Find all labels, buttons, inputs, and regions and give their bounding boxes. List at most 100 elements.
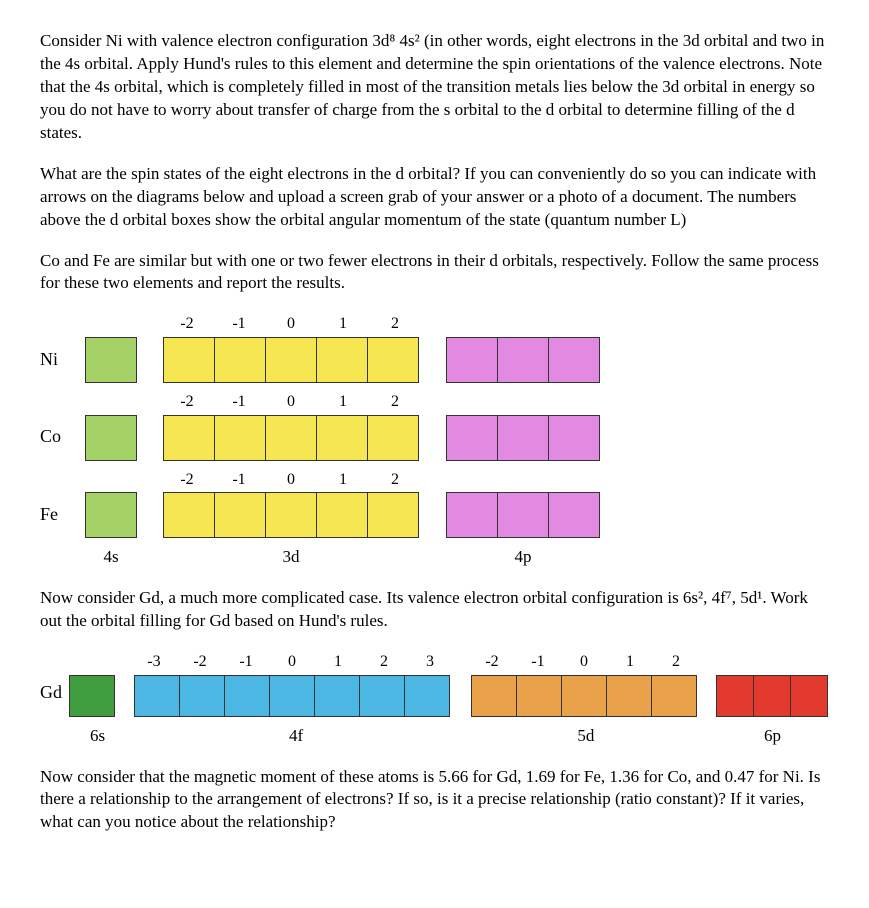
element-label: Co xyxy=(40,424,85,460)
orbital-box xyxy=(69,675,115,717)
orbital-box xyxy=(716,675,754,717)
orbital-diagram-block-1: Ni -2 -1 0 1 2 xyxy=(40,313,829,569)
orbital-box xyxy=(367,415,419,461)
orbital-box xyxy=(214,415,266,461)
orbital-box xyxy=(214,492,266,538)
momentum-label: -2 xyxy=(161,313,213,335)
orbital-3d: -2 -1 0 1 2 xyxy=(161,469,421,539)
paragraph-gd: Now consider Gd, a much more complicated… xyxy=(40,587,829,633)
orbital-box xyxy=(359,675,405,717)
orbital-4s xyxy=(85,391,137,461)
orbital-diagram-block-gd: Gd -3 -2 -1 0 1 2 3 xyxy=(40,651,829,748)
momentum-label: 0 xyxy=(561,651,607,673)
orbital-box xyxy=(497,337,549,383)
momentum-label: 2 xyxy=(653,651,699,673)
shell-label-4p: 4p xyxy=(445,546,601,569)
orbital-box xyxy=(269,675,315,717)
orbital-4s xyxy=(85,469,137,539)
momentum-label: 1 xyxy=(317,313,369,335)
momentum-label: 0 xyxy=(265,469,317,491)
orbital-box xyxy=(214,337,266,383)
orbital-box xyxy=(134,675,180,717)
orbital-4f: -3 -2 -1 0 1 2 3 xyxy=(131,651,453,717)
momentum-label: -1 xyxy=(213,391,265,413)
momentum-label: 2 xyxy=(361,651,407,673)
momentum-label: 0 xyxy=(265,313,317,335)
orbital-row-gd: Gd -3 -2 -1 0 1 2 3 xyxy=(40,651,829,717)
orbital-box xyxy=(548,415,600,461)
orbital-4p xyxy=(445,391,601,461)
orbital-box xyxy=(224,675,270,717)
element-label: Fe xyxy=(40,502,85,538)
orbital-3d: -2 -1 0 1 2 xyxy=(161,313,421,383)
orbital-5d: -2 -1 0 1 2 xyxy=(469,651,699,717)
momentum-label: 0 xyxy=(269,651,315,673)
orbital-row-co: Co -2 -1 0 1 2 xyxy=(40,391,829,461)
momentum-label: -1 xyxy=(213,313,265,335)
paragraph-intro-2: What are the spin states of the eight el… xyxy=(40,163,829,232)
momentum-label: -1 xyxy=(515,651,561,673)
orbital-4p xyxy=(445,469,601,539)
orbital-row-fe: Fe -2 -1 0 1 2 xyxy=(40,469,829,539)
orbital-box xyxy=(790,675,828,717)
orbital-row-ni: Ni -2 -1 0 1 2 xyxy=(40,313,829,383)
paragraph-intro-3: Co and Fe are similar but with one or tw… xyxy=(40,250,829,296)
orbital-box xyxy=(179,675,225,717)
momentum-label: -2 xyxy=(469,651,515,673)
orbital-box xyxy=(446,415,498,461)
momentum-label: -2 xyxy=(161,391,213,413)
shell-label-3d: 3d xyxy=(161,546,421,569)
momentum-label: 2 xyxy=(369,391,421,413)
shell-label-row-gd: 6s 4f 5d 6p xyxy=(40,725,829,748)
orbital-box xyxy=(85,337,137,383)
orbital-box xyxy=(163,492,215,538)
orbital-box xyxy=(497,415,549,461)
momentum-label: -2 xyxy=(177,651,223,673)
orbital-box xyxy=(753,675,791,717)
momentum-label: 1 xyxy=(315,651,361,673)
element-label: Ni xyxy=(40,347,85,383)
paragraph-outro: Now consider that the magnetic moment of… xyxy=(40,766,829,835)
orbital-4p xyxy=(445,313,601,383)
orbital-box xyxy=(163,337,215,383)
orbital-box xyxy=(265,415,317,461)
orbital-box xyxy=(651,675,697,717)
orbital-6p xyxy=(715,651,829,717)
orbital-6s xyxy=(69,651,115,717)
orbital-box xyxy=(163,415,215,461)
orbital-box xyxy=(85,415,137,461)
shell-label-4f: 4f xyxy=(136,725,455,748)
momentum-label: 3 xyxy=(407,651,453,673)
element-label: Gd xyxy=(40,680,69,716)
orbital-box xyxy=(471,675,517,717)
momentum-label: 1 xyxy=(317,391,369,413)
shell-label-4s: 4s xyxy=(85,546,137,569)
orbital-box xyxy=(367,337,419,383)
orbital-box xyxy=(316,415,368,461)
orbital-box xyxy=(367,492,419,538)
orbital-box xyxy=(606,675,652,717)
orbital-box xyxy=(404,675,450,717)
orbital-3d: -2 -1 0 1 2 xyxy=(161,391,421,461)
momentum-label: 2 xyxy=(369,313,421,335)
paragraph-intro-1: Consider Ni with valence electron config… xyxy=(40,30,829,145)
orbital-box xyxy=(446,337,498,383)
momentum-label: -1 xyxy=(213,469,265,491)
orbital-box xyxy=(548,492,600,538)
momentum-label: -3 xyxy=(131,651,177,673)
orbital-box xyxy=(316,337,368,383)
orbital-box xyxy=(516,675,562,717)
orbital-box xyxy=(314,675,360,717)
momentum-label: -1 xyxy=(223,651,269,673)
shell-label-5d: 5d xyxy=(472,725,700,748)
shell-label-6s: 6s xyxy=(75,725,121,748)
momentum-label: 1 xyxy=(317,469,369,491)
orbital-box xyxy=(85,492,137,538)
orbital-4s xyxy=(85,313,137,383)
shell-label-row-1: 4s 3d 4p xyxy=(40,546,829,569)
momentum-label: 2 xyxy=(369,469,421,491)
orbital-box xyxy=(497,492,549,538)
momentum-label: -2 xyxy=(161,469,213,491)
momentum-label: 0 xyxy=(265,391,317,413)
momentum-label: 1 xyxy=(607,651,653,673)
